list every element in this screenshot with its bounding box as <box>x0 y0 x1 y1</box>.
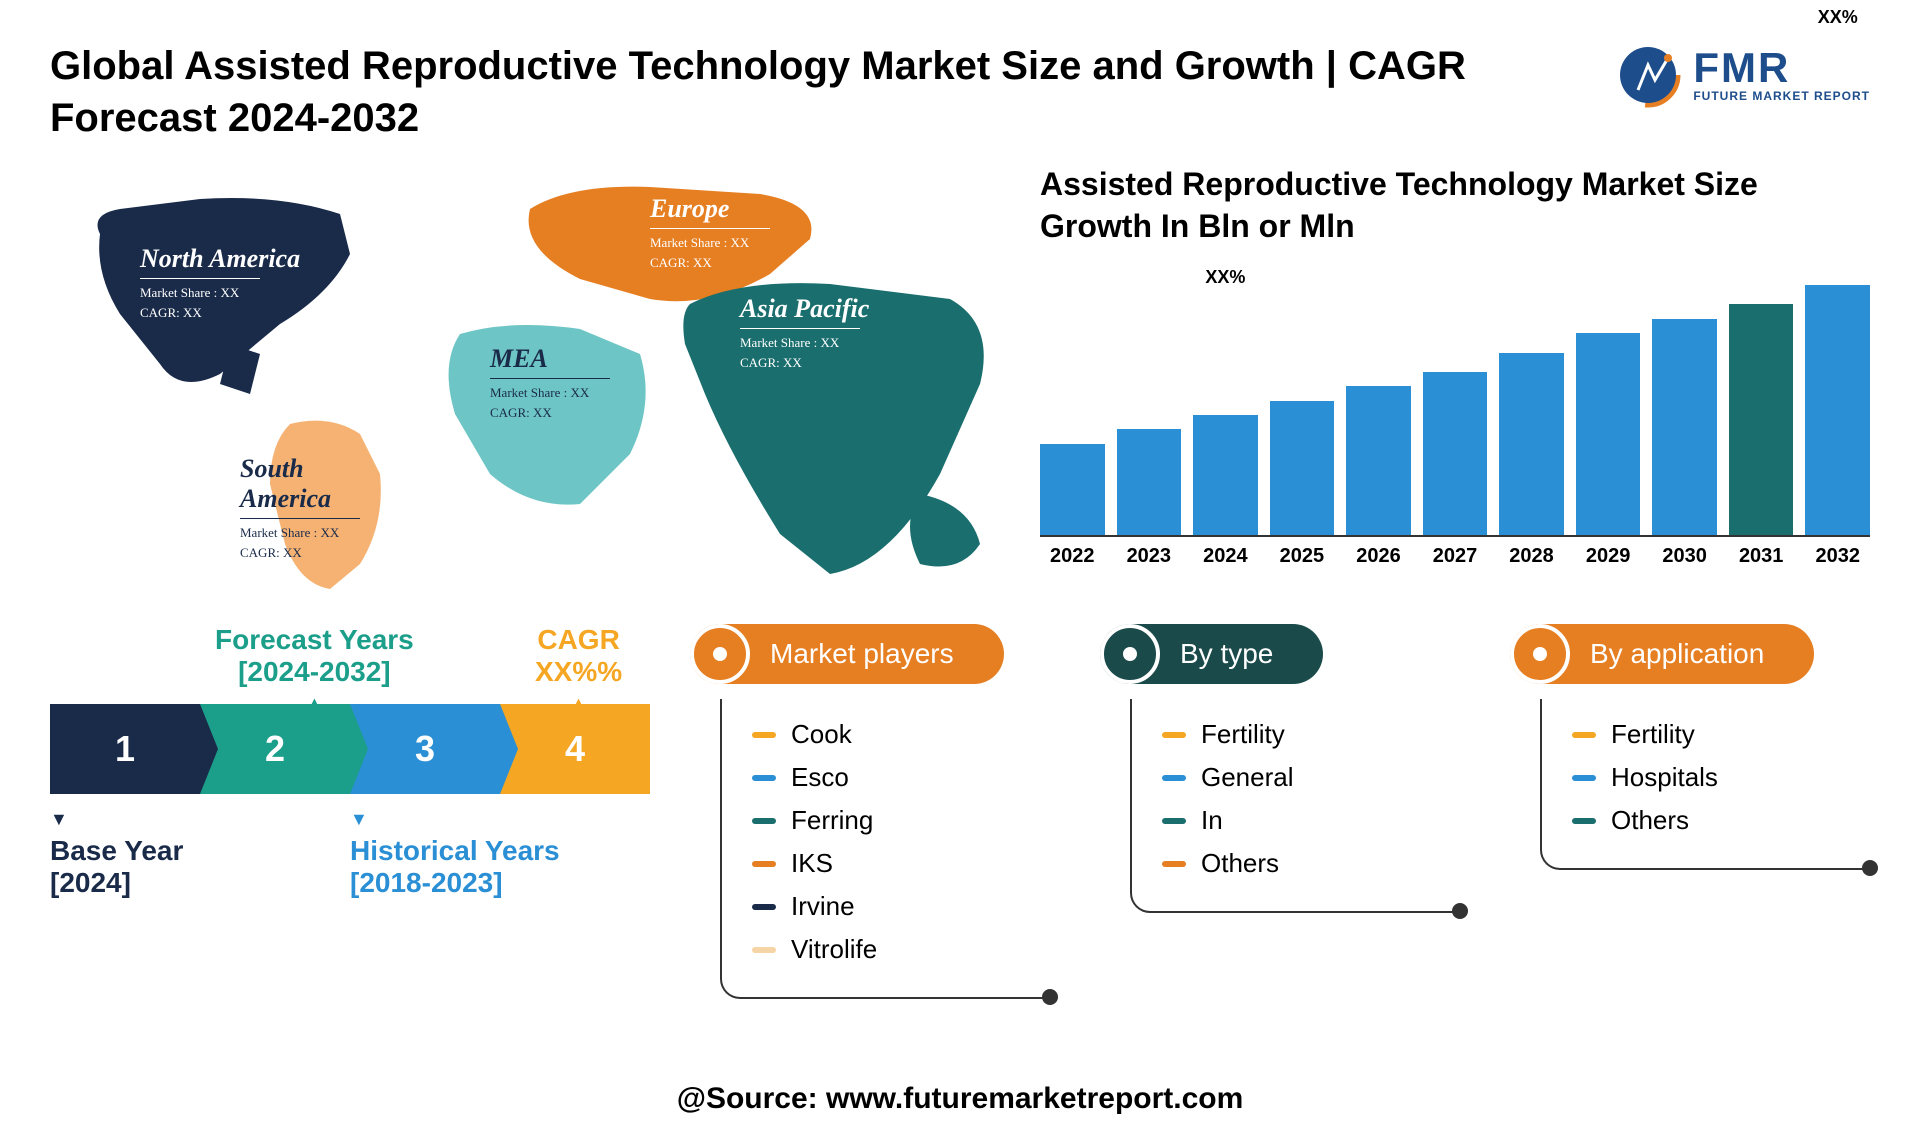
bar-2031 <box>1729 304 1794 535</box>
category-item: Fertility <box>1162 719 1440 750</box>
timeline: Forecast Years [2024-2032] ▲ CAGR XX%% ▲… <box>50 624 650 999</box>
logo-icon <box>1613 40 1683 110</box>
year-label: 2027 <box>1423 545 1488 568</box>
category-header: By application <box>1510 624 1814 684</box>
logo-fmr-text: FMR <box>1693 47 1870 89</box>
timeline-segment-4: 4 <box>500 704 650 794</box>
region-na: North America Market Share : XXCAGR: XX <box>80 194 360 404</box>
category-item: Ferring <box>752 805 1030 836</box>
year-label: 2028 <box>1499 545 1564 568</box>
bar-2025 <box>1270 401 1335 536</box>
category-item: In <box>1162 805 1440 836</box>
historical-years-label: ▼ Historical Years [2018-2023] <box>350 809 560 899</box>
logo-sub-text: FUTURE MARKET REPORT <box>1693 89 1870 103</box>
bar-2030 <box>1652 319 1717 535</box>
region-mea: MEA Market Share : XXCAGR: XX <box>430 314 660 514</box>
year-label: 2029 <box>1576 545 1641 568</box>
year-label: 2024 <box>1193 545 1258 568</box>
bar-2032: XX% <box>1805 285 1870 535</box>
cagr-label: CAGR XX%% ▲ <box>535 624 622 714</box>
chart-title: Assisted Reproductive Technology Market … <box>1040 164 1870 247</box>
bar-2026 <box>1346 386 1411 535</box>
bar-2027 <box>1423 372 1488 535</box>
category-item: Irvine <box>752 891 1030 922</box>
year-label: 2022 <box>1040 545 1105 568</box>
bar-2029 <box>1576 333 1641 535</box>
year-label: 2023 <box>1117 545 1182 568</box>
bar-2022 <box>1040 444 1105 535</box>
category-item: Esco <box>752 762 1030 793</box>
category-header: By type <box>1100 624 1323 684</box>
year-label: 2030 <box>1652 545 1717 568</box>
category-item: Others <box>1572 805 1850 836</box>
timeline-segment-3: 3 <box>350 704 500 794</box>
bar-2023 <box>1117 429 1182 535</box>
year-label: 2025 <box>1270 545 1335 568</box>
timeline-segment-1: 1 <box>50 704 200 794</box>
source-text: @Source: www.futuremarketreport.com <box>677 1082 1244 1116</box>
category-2: By application Fertility Hospitals Others <box>1510 624 1870 999</box>
page-title: Global Assisted Reproductive Technology … <box>50 40 1500 144</box>
year-label: 2026 <box>1346 545 1411 568</box>
bar-2028 <box>1499 353 1564 536</box>
logo: FMR FUTURE MARKET REPORT <box>1613 40 1870 110</box>
timeline-segment-2: 2 <box>200 704 350 794</box>
category-item: Vitrolife <box>752 934 1030 965</box>
region-sa: South America Market Share : XXCAGR: XX <box>250 414 390 594</box>
year-label: 2031 <box>1729 545 1794 568</box>
category-item: IKS <box>752 848 1030 879</box>
world-map: North America Market Share : XXCAGR: XX … <box>50 164 1010 584</box>
base-year-label: ▼ Base Year [2024] <box>50 809 183 899</box>
category-1: By type Fertility General In Others <box>1100 624 1460 999</box>
region-ap: Asia Pacific Market Share : XXCAGR: XX <box>670 274 1000 584</box>
category-item: Hospitals <box>1572 762 1850 793</box>
bar-2024: XX% <box>1193 415 1258 535</box>
category-item: Cook <box>752 719 1030 750</box>
year-label: 2032 <box>1805 545 1870 568</box>
category-item: Others <box>1162 848 1440 879</box>
category-item: General <box>1162 762 1440 793</box>
category-header: Market players <box>690 624 1004 684</box>
category-item: Fertility <box>1572 719 1850 750</box>
category-0: Market players Cook Esco Ferring IKS Irvine V… <box>690 624 1050 999</box>
bar-chart: Assisted Reproductive Technology Market … <box>1040 164 1870 584</box>
forecast-years-label: Forecast Years [2024-2032] ▲ <box>215 624 414 714</box>
